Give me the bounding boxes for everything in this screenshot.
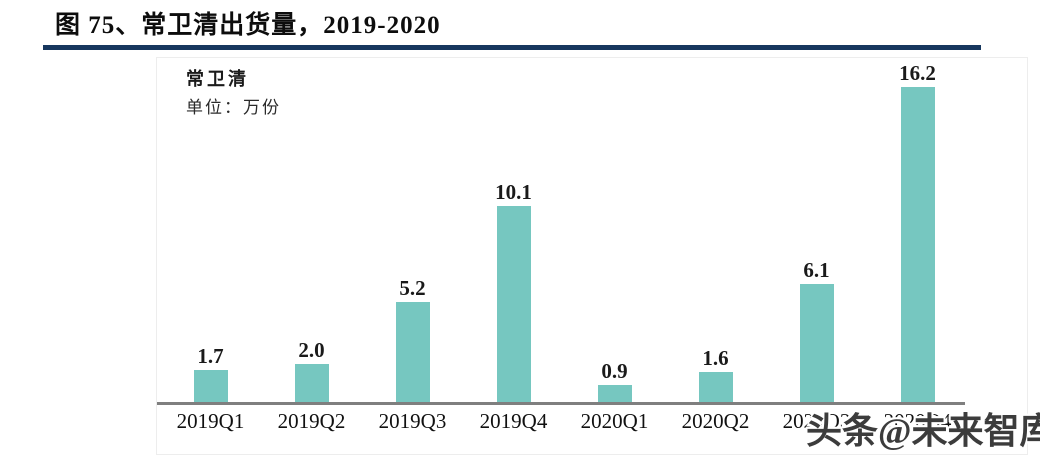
figure-title: 图 75、常卫清出货量，2019-2020 [55, 12, 441, 39]
x-tick-label: 2019Q1 [176, 409, 245, 433]
bar [597, 385, 632, 403]
bar [294, 364, 329, 403]
plot-area: 1.7 2.0 5.2 10.1 0.9 1.6 6.1 16.2 [160, 55, 968, 403]
x-tick-label: 2019Q3 [378, 409, 447, 433]
x-tick-label: 2019Q4 [479, 409, 548, 433]
bar [799, 284, 834, 403]
bar-value-label: 10.1 [495, 180, 532, 204]
x-axis-line [157, 402, 965, 405]
bar-column: 16.2 [867, 55, 968, 403]
bar [496, 206, 531, 403]
bar-value-label: 0.9 [601, 359, 628, 383]
bar [193, 370, 228, 403]
x-tick-label: 2020Q3 [782, 409, 851, 433]
x-tick-label: 2020Q4 [883, 409, 952, 433]
unit-label: 单位：万份 [186, 98, 281, 118]
bar-column: 1.6 [665, 55, 766, 403]
bar-column: 6.1 [766, 55, 867, 403]
bar-value-label: 5.2 [399, 276, 426, 300]
bar [698, 372, 733, 403]
bar-value-label: 16.2 [899, 61, 936, 85]
x-tick-label: 2020Q2 [681, 409, 750, 433]
bar [900, 87, 935, 403]
x-tick-label: 2020Q1 [580, 409, 649, 433]
watermark-text: 头条@未来智库 [806, 411, 1040, 451]
bar-column: 10.1 [463, 55, 564, 403]
bar-value-label: 2.0 [298, 338, 325, 362]
bar-column: 0.9 [564, 55, 665, 403]
x-axis-tick-labels: 2019Q1 2019Q2 2019Q3 2019Q4 2020Q1 2020Q2 2020… [160, 409, 968, 434]
title-underline-rule [43, 45, 981, 50]
bar-value-label: 6.1 [803, 258, 830, 282]
x-tick-label: 2019Q2 [277, 409, 346, 433]
chart-legend: 常卫清 单位：万份 [186, 66, 281, 121]
series-name-label: 常卫清 [186, 69, 249, 89]
bar-column: 2.0 [261, 55, 362, 403]
bar [395, 302, 430, 403]
bar-value-label: 1.7 [197, 344, 224, 368]
bar-column: 1.7 [160, 55, 261, 403]
bar-column: 5.2 [362, 55, 463, 403]
bar-value-label: 1.6 [702, 346, 729, 370]
